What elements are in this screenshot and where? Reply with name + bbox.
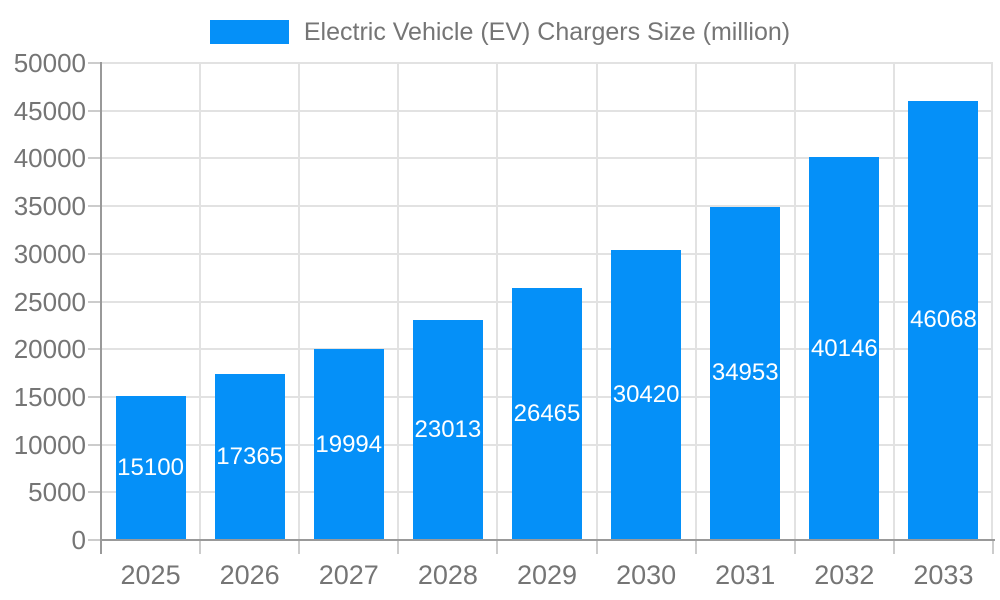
x-axis-tick-label: 2027 [318, 560, 379, 590]
x-axis-tick-label: 2032 [814, 560, 875, 590]
y-axis-tick [88, 300, 101, 303]
y-axis-tick-label: 30000 [13, 238, 86, 269]
bar-value-label: 34953 [711, 359, 779, 387]
y-axis-tick [88, 348, 101, 351]
x-axis-tick-label: 2030 [616, 560, 677, 590]
bar-value-label: 15100 [117, 453, 184, 481]
bar-2028[interactable]: 23013 [412, 320, 483, 540]
gridline-vertical [595, 63, 598, 540]
x-axis-line [101, 539, 995, 541]
y-axis-tick-label: 35000 [13, 191, 86, 222]
bar-2033[interactable]: 46068 [908, 100, 979, 540]
x-axis-tick [496, 541, 499, 554]
bar-value-label: 40146 [810, 334, 878, 362]
x-axis-tick [793, 541, 796, 554]
gridline-vertical [298, 63, 301, 540]
x-axis-tick [298, 541, 301, 554]
bar-2026[interactable]: 17365 [214, 374, 285, 540]
legend-swatch [209, 20, 289, 44]
bar-value-label: 30420 [612, 380, 680, 408]
gridline-horizontal [101, 62, 993, 64]
x-axis-tick-label: 2031 [715, 560, 776, 590]
legend-label: Electric Vehicle (EV) Chargers Size (mil… [303, 17, 791, 46]
x-axis-tick [595, 541, 598, 554]
y-axis-tick-label: 25000 [13, 286, 86, 317]
y-axis-line [100, 62, 102, 554]
x-axis-tick-label: 2033 [913, 560, 974, 590]
bar-value-label: 46068 [910, 306, 977, 334]
y-axis-tick [88, 491, 101, 494]
x-axis-tick-label: 2028 [417, 560, 478, 590]
bar-2030[interactable]: 30420 [611, 249, 682, 540]
gridline-vertical [694, 63, 697, 540]
bar-value-label: 19994 [315, 430, 383, 458]
x-axis-tick [892, 541, 895, 554]
y-axis-tick-label: 5000 [28, 477, 86, 508]
y-axis-tick [88, 109, 101, 112]
y-axis-tick-label: 10000 [13, 429, 86, 460]
bar-2029[interactable]: 26465 [512, 287, 582, 540]
gridline-vertical [793, 63, 796, 540]
bar-2031[interactable]: 34953 [710, 206, 781, 540]
bar-value-label: 26465 [513, 399, 581, 427]
y-axis-tick [88, 252, 101, 255]
bar-2032[interactable]: 40146 [809, 157, 880, 540]
y-axis-tick [88, 443, 101, 446]
y-axis-tick [88, 395, 101, 398]
legend[interactable]: Electric Vehicle (EV) Chargers Size (mil… [0, 18, 1000, 46]
bar-2027[interactable]: 19994 [313, 349, 384, 540]
x-axis-tick-label: 2026 [219, 560, 280, 590]
x-axis-tick [199, 541, 202, 554]
plot-area: 15100 17365 19994 23013 26465 30420 34953 40146… [101, 62, 993, 540]
bar-2025[interactable]: 15100 [115, 395, 186, 540]
gridline-horizontal [101, 109, 993, 112]
gridline-vertical [199, 63, 202, 540]
gridline-horizontal [101, 157, 993, 160]
x-axis-tick-label: 2029 [516, 560, 578, 590]
gridline-horizontal [101, 252, 993, 255]
y-axis-tick-label: 20000 [13, 334, 86, 365]
bar-value-label: 17365 [216, 443, 284, 471]
gridline-vertical [892, 63, 895, 540]
y-axis-tick-label: 40000 [13, 143, 86, 174]
gridline-vertical [991, 63, 993, 540]
y-axis-tick [88, 205, 101, 208]
x-axis-tick-label: 2025 [120, 560, 181, 590]
x-axis-tick [397, 541, 400, 554]
y-axis-tick-label: 0 [71, 525, 86, 555]
y-axis-tick-label: 50000 [13, 48, 86, 78]
bar-value-label: 23013 [414, 416, 482, 444]
gridline-vertical [496, 63, 499, 540]
x-axis-tick [694, 541, 697, 554]
y-axis-tick-label: 15000 [13, 381, 86, 412]
x-axis-tick [992, 541, 994, 554]
gridline-horizontal [101, 205, 993, 208]
y-axis-tick [88, 157, 101, 160]
y-axis-tick [88, 539, 101, 541]
y-axis-tick-label: 45000 [13, 95, 86, 126]
y-axis-tick [88, 62, 101, 64]
gridline-vertical [397, 63, 400, 540]
